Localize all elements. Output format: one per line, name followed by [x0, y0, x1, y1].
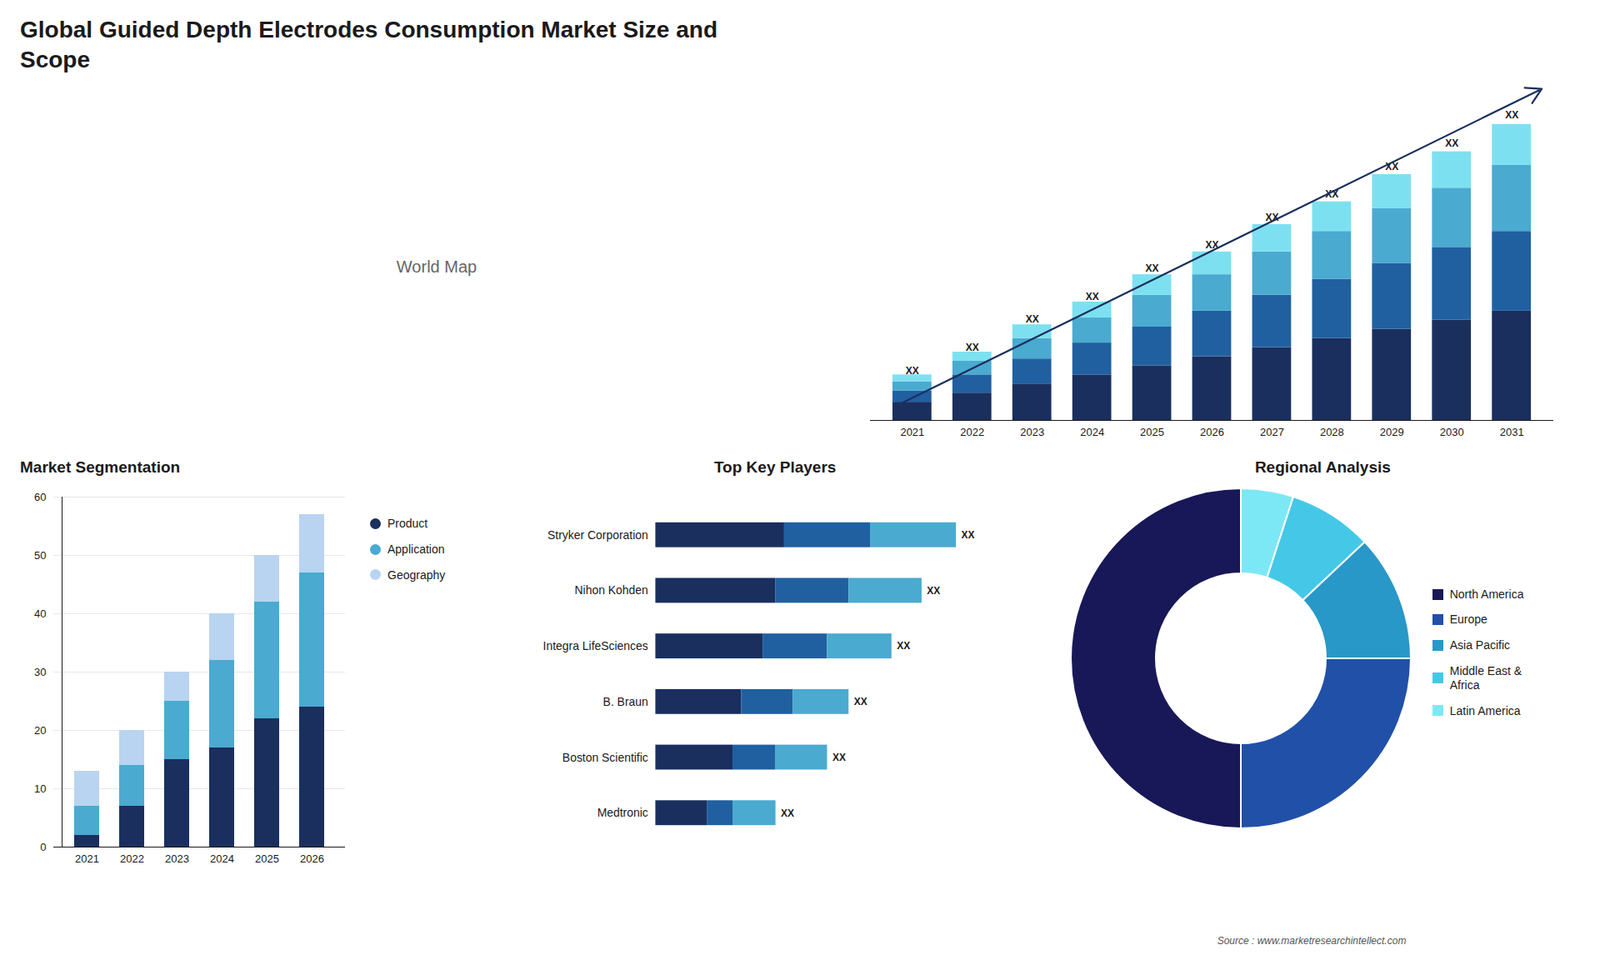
html-text:Top Key Players: Top Key Players	[714, 458, 837, 476]
svg-text:XX: XX	[905, 365, 920, 377]
svg-text:XX: XX	[926, 585, 940, 597]
svg-text:2027: 2027	[1260, 425, 1285, 439]
svg-text:XX: XX	[1025, 313, 1040, 325]
svg-text:Nihon Kohden: Nihon Kohden	[574, 583, 648, 597]
svg-text:Integra LifeSciences: Integra LifeSciences	[542, 639, 648, 653]
svg-text:60: 60	[34, 490, 46, 504]
svg-text:XX: XX	[1385, 160, 1399, 173]
svg-text:2031: 2031	[1500, 425, 1525, 439]
svg-text:2028: 2028	[1320, 425, 1345, 439]
svg-text:Stryker Corporation: Stryker Corporation	[547, 528, 649, 542]
svg-text:XX: XX	[965, 341, 980, 354]
svg-text:XX: XX	[1445, 137, 1459, 150]
html-text:Middle East & Africa: Middle East & Africa	[1449, 664, 1522, 692]
svg-text:XX: XX	[960, 529, 975, 541]
html-text:Product: Product	[387, 516, 428, 530]
svg-text:0: 0	[40, 840, 46, 854]
svg-text:30: 30	[34, 665, 46, 679]
svg-text:Medtronic: Medtronic	[596, 805, 648, 820]
html-text:Geography: Geography	[387, 568, 446, 582]
svg-text:2021: 2021	[900, 425, 925, 439]
svg-text:XX: XX	[1265, 211, 1279, 224]
html-text:Market Segmentation: Market Segmentation	[20, 458, 181, 476]
svg-text:XX: XX	[1205, 239, 1219, 252]
html-text:North America: North America	[1449, 587, 1524, 601]
svg-text:XX: XX	[780, 807, 795, 820]
svg-text:2026: 2026	[300, 852, 325, 865]
svg-text:50: 50	[34, 549, 46, 562]
svg-text:XX: XX	[1325, 188, 1339, 200]
html-text:Source : www.marketresearchint: Source : www.marketresearchintellect.com	[1217, 935, 1407, 947]
html-text:Latin America: Latin America	[1449, 703, 1521, 718]
svg-text:2026: 2026	[1200, 425, 1225, 439]
svg-text:2025: 2025	[255, 852, 280, 865]
svg-text:2029: 2029	[1380, 425, 1405, 439]
svg-text:XX: XX	[853, 695, 867, 708]
svg-text:2024: 2024	[210, 852, 235, 865]
svg-text:2022: 2022	[120, 852, 145, 865]
svg-text:XX: XX	[1505, 109, 1519, 121]
svg-text:XX: XX	[1085, 290, 1100, 303]
svg-text:20: 20	[34, 724, 46, 737]
html-text:Global Guided Depth Electrodes: Global Guided Depth Electrodes Consumpti…	[20, 16, 718, 73]
svg-text:2030: 2030	[1440, 425, 1465, 439]
svg-text:2023: 2023	[1020, 425, 1045, 439]
html-text:Asia Pacific: Asia Pacific	[1449, 638, 1511, 652]
svg-text:Boston Scientific: Boston Scientific	[561, 750, 648, 764]
svg-text:40: 40	[34, 607, 46, 620]
html-text:World Map: World Map	[396, 257, 477, 276]
svg-text:2025: 2025	[1140, 425, 1165, 439]
html-text:Application: Application	[387, 542, 445, 556]
svg-text:2024: 2024	[1080, 425, 1105, 439]
svg-text:2023: 2023	[165, 852, 190, 865]
html-text:Regional Analysis: Regional Analysis	[1254, 458, 1391, 476]
svg-text:2021: 2021	[75, 852, 100, 865]
svg-text:XX: XX	[896, 640, 910, 652]
svg-text:10: 10	[34, 782, 46, 795]
svg-text:2022: 2022	[960, 425, 985, 439]
svg-text:B. Braun: B. Braun	[602, 695, 648, 709]
svg-text:XX: XX	[1145, 262, 1160, 275]
html-text:Europe: Europe	[1449, 612, 1488, 627]
svg-text:XX: XX	[831, 751, 845, 764]
